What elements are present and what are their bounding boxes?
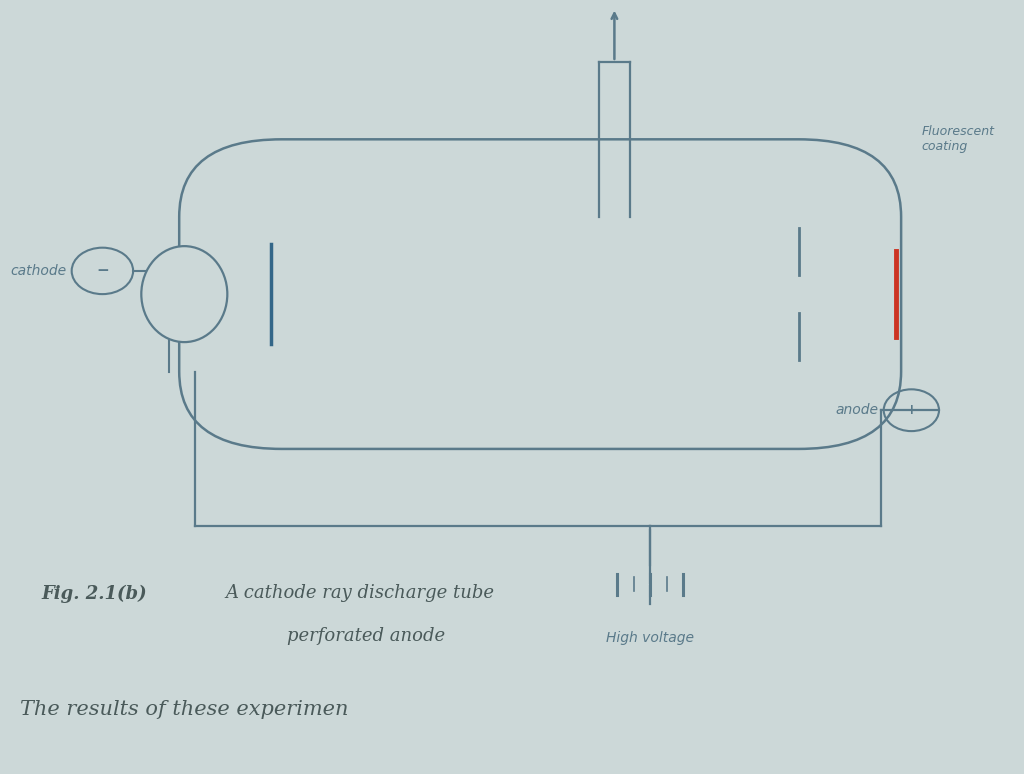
Text: cathode: cathode <box>10 264 67 278</box>
Text: A cathode ray discharge tube: A cathode ray discharge tube <box>225 584 495 602</box>
Text: perforated anode: perforated anode <box>287 627 444 645</box>
Ellipse shape <box>141 246 227 342</box>
Text: High voltage: High voltage <box>606 631 694 645</box>
Text: +: + <box>905 403 918 417</box>
Text: Fluorescent
coating: Fluorescent coating <box>922 125 994 153</box>
Text: Fig. 2.1(b): Fig. 2.1(b) <box>41 584 146 603</box>
Text: −: − <box>96 263 109 279</box>
Text: anode: anode <box>836 403 879 417</box>
Text: The results of these experimen: The results of these experimen <box>20 700 349 720</box>
